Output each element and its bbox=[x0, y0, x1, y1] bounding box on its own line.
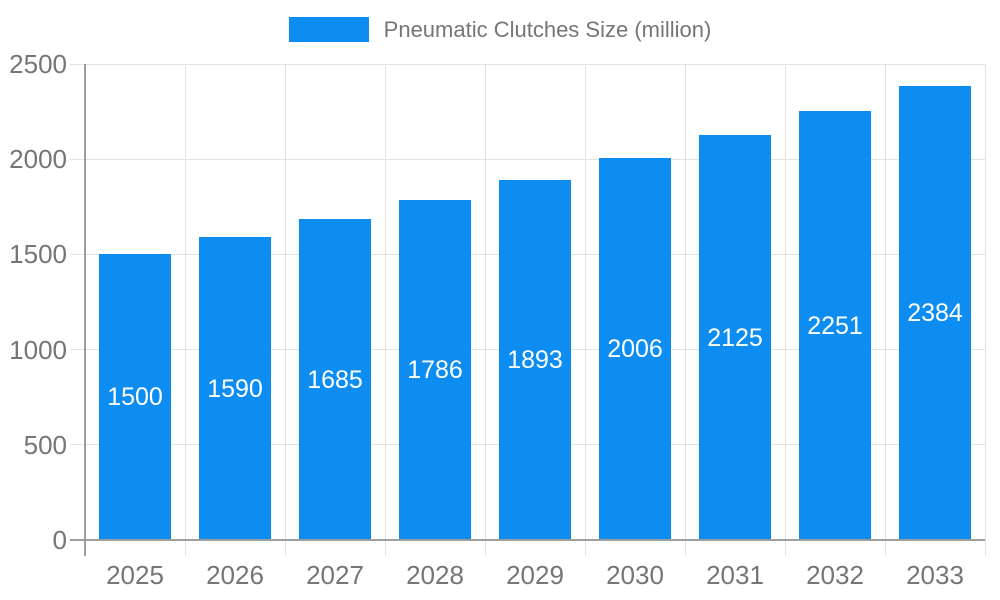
bar-2032[interactable] bbox=[799, 111, 871, 540]
bar-value-label: 1685 bbox=[307, 365, 363, 394]
gridline-vertical bbox=[284, 64, 286, 540]
bar-2027[interactable] bbox=[299, 219, 371, 540]
y-axis-tick bbox=[70, 253, 85, 255]
bar-2028[interactable] bbox=[399, 199, 471, 540]
x-axis-tick bbox=[784, 540, 786, 556]
bar-2033[interactable] bbox=[899, 86, 971, 540]
legend-swatch-icon bbox=[288, 17, 369, 42]
bar-value-label: 1786 bbox=[407, 355, 463, 384]
gridline-vertical bbox=[484, 64, 486, 540]
bar-2030[interactable] bbox=[599, 158, 671, 540]
x-axis-tick-label: 2028 bbox=[406, 560, 464, 590]
x-axis-tick-label: 2027 bbox=[306, 560, 364, 590]
bar-value-label: 2251 bbox=[807, 311, 863, 340]
x-axis-tick-label: 2032 bbox=[806, 560, 864, 590]
bar-value-label: 2384 bbox=[907, 299, 963, 328]
y-axis-tick bbox=[70, 349, 85, 351]
x-axis-tick-label: 2031 bbox=[706, 560, 764, 590]
gridline-horizontal bbox=[85, 63, 985, 65]
y-axis-tick bbox=[70, 158, 85, 160]
gridline-vertical bbox=[984, 64, 986, 540]
x-axis-tick bbox=[984, 540, 986, 556]
gridline-vertical bbox=[584, 64, 586, 540]
x-axis-tick-label: 2026 bbox=[206, 560, 264, 590]
x-axis-tick-label: 2029 bbox=[506, 560, 564, 590]
x-axis-tick bbox=[684, 540, 686, 556]
x-axis-tick bbox=[284, 540, 286, 556]
bar-2031[interactable] bbox=[699, 135, 771, 540]
bar-2025[interactable] bbox=[99, 254, 171, 540]
y-axis-tick-label: 2000 bbox=[9, 144, 67, 175]
gridline-vertical bbox=[384, 64, 386, 540]
bar-value-label: 2125 bbox=[707, 323, 763, 352]
x-axis-tick bbox=[884, 540, 886, 556]
bar-value-label: 1500 bbox=[107, 383, 163, 412]
y-axis-tick-label: 500 bbox=[23, 429, 67, 460]
bar-value-label: 2006 bbox=[607, 335, 663, 364]
legend-label: Pneumatic Clutches Size (million) bbox=[383, 17, 712, 42]
gridline-vertical bbox=[684, 64, 686, 540]
x-axis-tick bbox=[584, 540, 586, 556]
y-axis-tick-label: 1500 bbox=[9, 239, 67, 270]
x-axis-tick bbox=[184, 540, 186, 556]
y-axis-tick-label: 1000 bbox=[9, 334, 67, 365]
y-axis-tick bbox=[70, 63, 85, 65]
y-axis-line bbox=[84, 64, 86, 556]
gridline-vertical bbox=[184, 64, 186, 540]
bar-value-label: 1893 bbox=[507, 345, 563, 374]
x-axis-tick-label: 2025 bbox=[106, 560, 164, 590]
y-axis-tick bbox=[70, 444, 85, 446]
x-axis-tick bbox=[484, 540, 486, 556]
x-axis-line bbox=[70, 539, 985, 541]
bar-2029[interactable] bbox=[499, 179, 571, 540]
x-axis-tick bbox=[384, 540, 386, 556]
y-axis-tick-label: 0 bbox=[52, 525, 67, 555]
gridline-vertical bbox=[884, 64, 886, 540]
bar-2026[interactable] bbox=[199, 237, 271, 540]
gridline-horizontal bbox=[85, 158, 985, 160]
x-axis-tick-label: 2033 bbox=[906, 560, 964, 590]
y-axis-tick-label: 2500 bbox=[9, 49, 67, 79]
x-axis-tick-label: 2030 bbox=[606, 560, 664, 590]
bar-value-label: 1590 bbox=[207, 374, 263, 403]
legend-item[interactable]: Pneumatic Clutches Size (million) bbox=[0, 17, 1000, 42]
gridline-vertical bbox=[784, 64, 786, 540]
